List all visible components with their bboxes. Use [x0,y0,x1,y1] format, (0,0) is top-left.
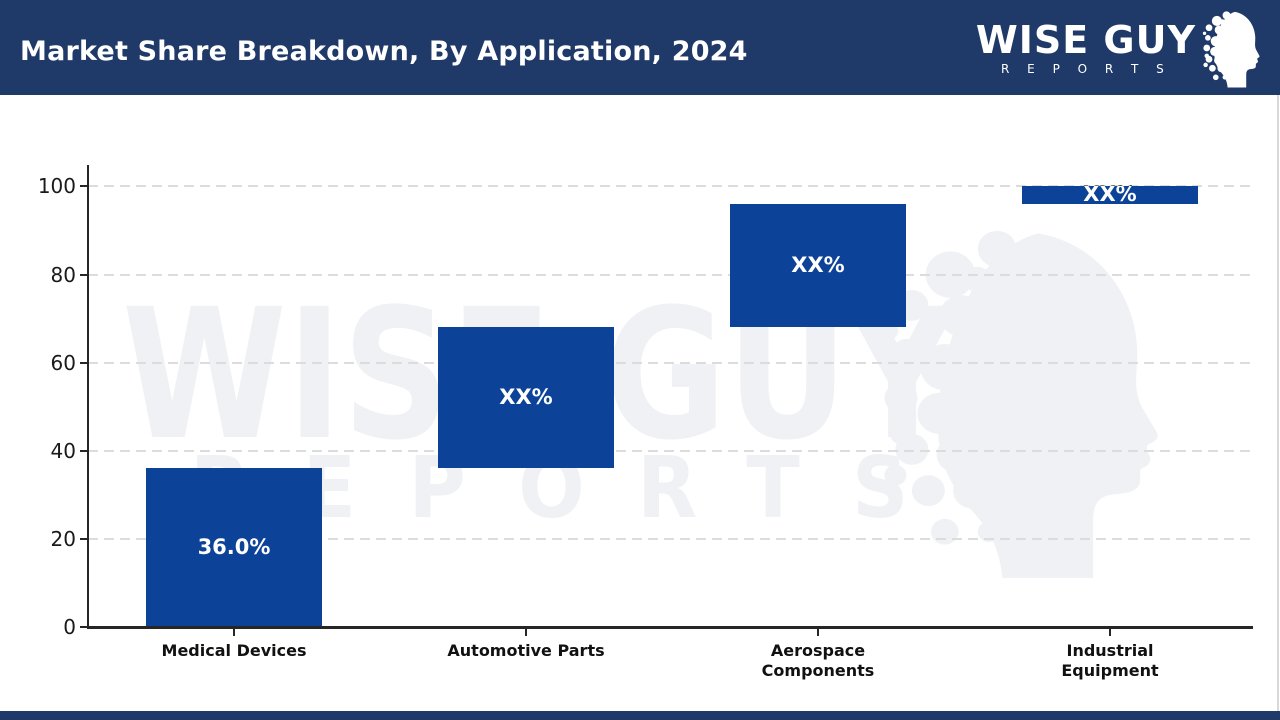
x-axis-category-label: Aerospace Components [761,641,875,680]
x-axis-category-label: Medical Devices [161,641,307,660]
logo-head-icon [1202,11,1260,88]
y-tick-mark [80,626,87,628]
brand-logo: WISE GUY R E P O R T S [976,6,1262,90]
x-axis-category-label: Automotive Parts [447,641,605,660]
y-tick-mark [80,185,87,188]
x-axis-category-label: Industrial Equipment [1061,641,1159,680]
bar-value-label: XX% [791,252,845,277]
chart-title: Market Share Breakdown, By Application, … [20,36,748,67]
x-tick-mark [233,629,235,636]
y-axis-tick-label: 80 [50,262,76,287]
x-tick-mark [525,629,527,636]
gridline-40 [88,449,1253,452]
y-tick-mark [80,449,87,452]
x-tick-mark [1109,629,1111,636]
y-tick-mark [80,537,87,540]
footer-bar [0,711,1280,720]
y-axis-tick-label: 20 [50,526,76,551]
bar-value-label: XX% [499,384,553,409]
bar-value-label: 36.0% [197,534,271,559]
y-axis-tick-label: 40 [50,438,76,463]
gridline-60 [88,361,1253,364]
logo-wordmark: WISE GUY [975,18,1196,62]
gridline-80 [88,273,1253,276]
header: Market Share Breakdown, By Application, … [0,0,1280,95]
bar-value-label: XX% [1083,186,1137,204]
bar-medical-devices: 36.0% [146,468,322,627]
gridline-100 [88,185,1253,188]
window-edge-line [1277,95,1279,711]
y-axis-tick-label: 100 [37,174,76,199]
bar-automotive-parts: XX% [438,327,614,469]
y-tick-mark [80,361,87,364]
y-axis-line [87,165,89,629]
x-axis-line [87,626,1253,629]
y-tick-mark [80,273,87,276]
bar-industrial-equipment: XX% [1022,186,1198,204]
gridline-20 [88,537,1253,540]
logo-text: WISE GUY R E P O R T S [976,20,1196,76]
x-tick-mark [817,629,819,636]
bar-aerospace-components: XX% [730,204,906,328]
watermark-head-icon [881,230,1158,578]
y-axis-tick-label: 0 [63,615,76,639]
logo-subtext: R E P O R T S [1001,62,1171,76]
y-axis-tick-label: 60 [50,350,76,375]
